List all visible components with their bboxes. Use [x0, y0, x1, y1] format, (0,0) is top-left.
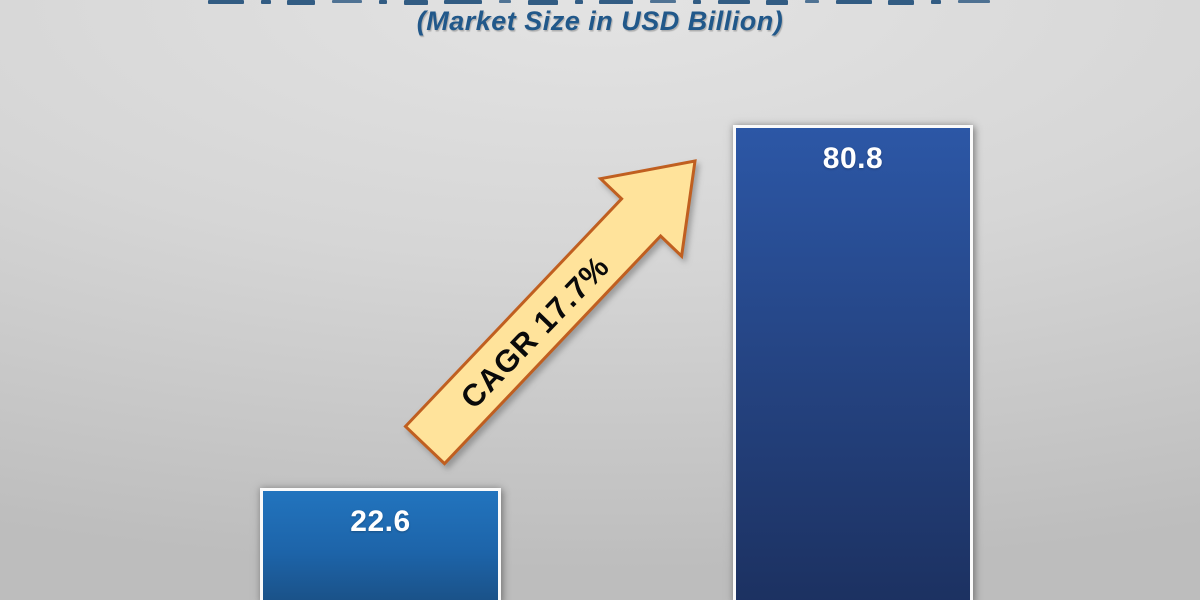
bar-left: 22.6 — [260, 488, 501, 600]
title-fragment — [835, 0, 872, 4]
title-fragment — [287, 0, 316, 5]
bar-right: 80.8 — [733, 125, 973, 600]
title-fragment — [805, 0, 820, 3]
title-fragment — [888, 0, 915, 5]
title-fragment — [444, 0, 483, 4]
bar-left-value-label: 22.6 — [350, 505, 411, 538]
title-fragment — [332, 0, 363, 3]
title-fragment — [378, 0, 387, 4]
cagr-annotation: CAGR 17.7% — [454, 249, 617, 416]
title-fragment — [599, 0, 634, 4]
title-fragment — [403, 0, 428, 5]
title-fragment — [931, 0, 942, 4]
title-fragment — [717, 0, 750, 4]
title-fragment — [208, 0, 244, 4]
title-fragment — [957, 0, 990, 3]
title-fragment — [527, 0, 558, 5]
cropped-title-fragments — [208, 0, 990, 5]
title-fragment — [766, 0, 789, 5]
cagr-arrow-shape — [403, 159, 697, 466]
bar-right-value-label: 80.8 — [822, 142, 884, 175]
title-fragment — [650, 0, 677, 3]
title-fragment — [574, 0, 583, 4]
title-fragment — [499, 0, 512, 3]
chart-subtitle: (Market Size in USD Billion) — [416, 6, 784, 36]
title-fragment — [692, 0, 701, 4]
title-fragment — [260, 0, 271, 4]
